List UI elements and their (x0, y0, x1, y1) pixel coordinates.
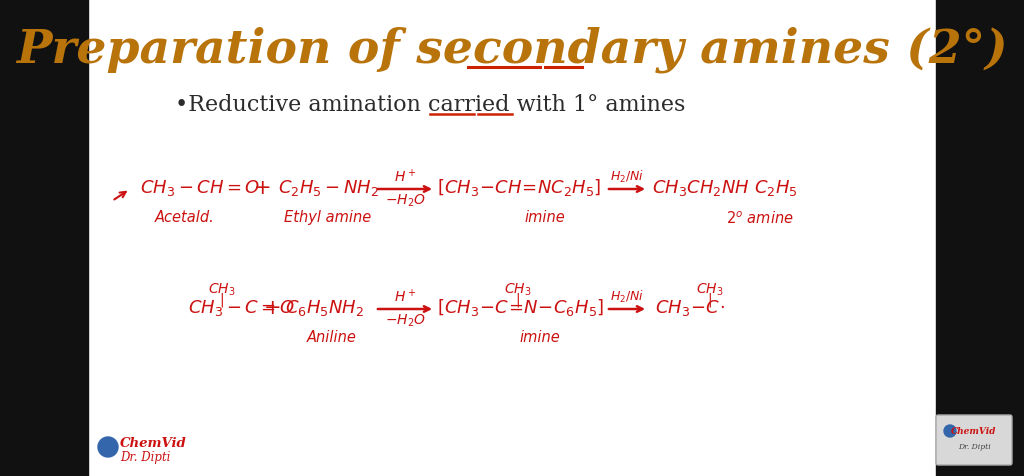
Text: $[CH_3\!-\!CH\!=\!NC_2H_5]$: $[CH_3\!-\!CH\!=\!NC_2H_5]$ (437, 177, 601, 198)
Text: Preparation of secondary amines (2°): Preparation of secondary amines (2°) (16, 27, 1008, 73)
Text: $-H_2O$: $-H_2O$ (384, 192, 426, 209)
Bar (0, 0, 88, 476)
Text: $H^+$: $H^+$ (394, 288, 416, 305)
Text: $C_2H_5-NH_2$: $C_2H_5-NH_2$ (278, 178, 379, 198)
Text: Dr. Dipti: Dr. Dipti (957, 442, 990, 450)
Text: Ethyl amine: Ethyl amine (285, 209, 372, 225)
Circle shape (98, 437, 118, 457)
Text: $CH_3$: $CH_3$ (208, 281, 236, 298)
Text: +: + (264, 298, 282, 317)
Text: $C_6H_5NH_2$: $C_6H_5NH_2$ (285, 298, 364, 317)
Text: Dr. Dipti: Dr. Dipti (120, 451, 170, 464)
Text: +: + (254, 178, 271, 198)
Text: imine: imine (524, 209, 565, 225)
Text: Aniline: Aniline (307, 329, 357, 344)
Text: |: | (220, 292, 224, 307)
Text: $-H_2O$: $-H_2O$ (384, 312, 426, 328)
Text: $H_2/Ni$: $H_2/Ni$ (610, 288, 644, 305)
Text: Acetald.: Acetald. (155, 209, 215, 225)
Text: $[CH_3\!-\!C\!=\!N\!-\!C_6H_5]$: $[CH_3\!-\!C\!=\!N\!-\!C_6H_5]$ (437, 297, 604, 318)
Text: $CH_3CH_2NH\ C_2H_5$: $CH_3CH_2NH\ C_2H_5$ (652, 178, 798, 198)
Text: $CH_3-CH=O$: $CH_3-CH=O$ (140, 178, 260, 198)
Text: |: | (708, 292, 713, 307)
Text: $H_2/Ni$: $H_2/Ni$ (610, 169, 644, 185)
Bar (936, 0, 1024, 476)
Text: $CH_3-C=O$: $CH_3-C=O$ (188, 298, 295, 317)
Text: $CH_3\!-\!C\!\cdot$: $CH_3\!-\!C\!\cdot$ (655, 298, 725, 317)
Text: ChemVid: ChemVid (120, 436, 186, 449)
Text: $H^+$: $H^+$ (394, 168, 416, 185)
Text: imine: imine (519, 329, 560, 344)
Text: $2^o\ amine$: $2^o\ amine$ (726, 209, 794, 226)
Text: $CH_3$: $CH_3$ (504, 281, 531, 298)
FancyBboxPatch shape (936, 415, 1012, 465)
Text: •Reductive amination carried with 1° amines: •Reductive amination carried with 1° ami… (175, 94, 685, 116)
Text: $CH_3$: $CH_3$ (696, 281, 724, 298)
Text: |: | (516, 292, 520, 307)
Circle shape (944, 425, 956, 437)
Text: ChemVid: ChemVid (951, 426, 996, 436)
